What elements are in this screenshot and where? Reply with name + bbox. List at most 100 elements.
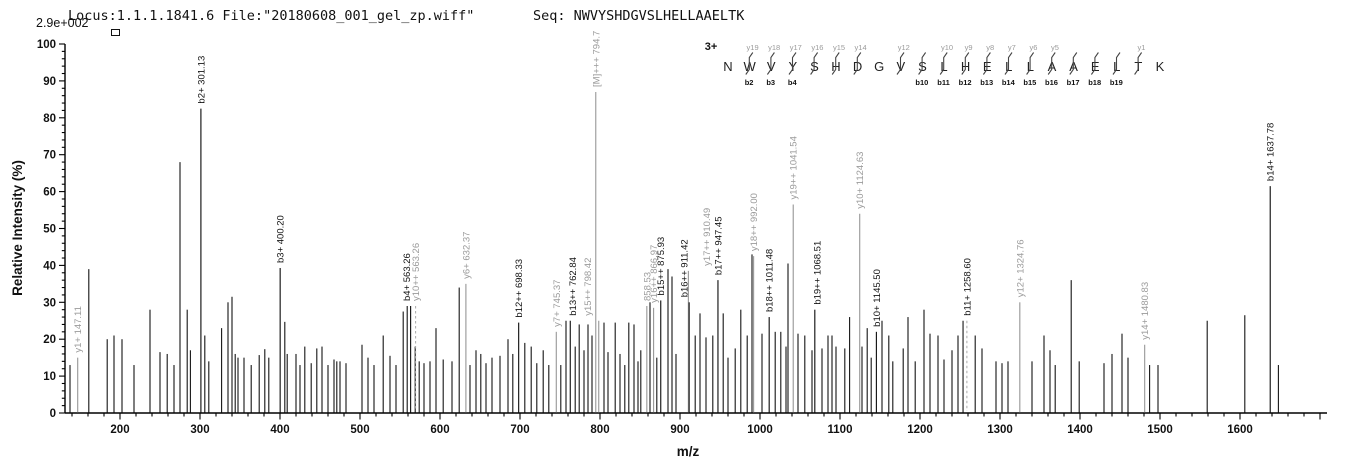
y-tick-label: 10 bbox=[43, 371, 56, 383]
cleavage-mark bbox=[1047, 52, 1056, 75]
cleavage-mark bbox=[810, 52, 819, 75]
locus-file-label: Locus:1.1.1.1841.6 File:"20180608_001_ge… bbox=[68, 8, 475, 24]
peak-label: b10+ 1145.50 bbox=[872, 269, 883, 327]
x-tick-label: 600 bbox=[430, 424, 449, 436]
y-ion-ladder-label: y10 bbox=[941, 43, 953, 52]
x-axis-title: m/z bbox=[677, 444, 700, 459]
precursor-charge-label: 3+ bbox=[705, 41, 718, 53]
y-ion-ladder-label: y1 bbox=[1137, 43, 1145, 52]
b-ion-ladder-label: b17 bbox=[1067, 78, 1080, 87]
y-tick-label: 100 bbox=[37, 39, 56, 51]
y-ion-ladder-label: y15 bbox=[833, 43, 845, 52]
y-ion-ladder-label: y12 bbox=[898, 43, 910, 52]
cleavage-mark bbox=[1004, 52, 1013, 75]
cleavage-mark bbox=[1134, 52, 1143, 75]
y-ion-ladder-label: y14 bbox=[855, 43, 867, 52]
y-tick-label: 20 bbox=[43, 334, 56, 346]
y-ion-ladder-label: y18 bbox=[768, 43, 780, 52]
peak-label: b17++ 947.45 bbox=[713, 217, 724, 276]
peak-label: y15++ 798.42 bbox=[583, 258, 594, 316]
peak-label: b12++ 698.33 bbox=[514, 259, 525, 318]
cleavage-mark bbox=[766, 52, 775, 75]
peak-label: b11+ 1258.60 bbox=[962, 258, 973, 316]
x-tick-label: 200 bbox=[110, 424, 129, 436]
cleavage-mark bbox=[961, 52, 970, 75]
peak-label: b19++ 1068.51 bbox=[812, 241, 823, 305]
y-tick-label: 0 bbox=[50, 408, 56, 420]
cleavage-mark bbox=[831, 52, 840, 75]
cleavage-mark bbox=[918, 52, 927, 75]
x-tick-label: 300 bbox=[190, 424, 209, 436]
y-ion-ladder-label: y17 bbox=[790, 43, 802, 52]
x-tick-label: 800 bbox=[590, 424, 609, 436]
y-axis-title: Relative Intensity (%) bbox=[10, 160, 25, 296]
y-tick-label: 70 bbox=[43, 150, 56, 162]
b-ion-ladder-label: b16 bbox=[1045, 78, 1058, 87]
cleavage-mark bbox=[1069, 52, 1078, 75]
cleavage-mark bbox=[788, 52, 797, 75]
x-tick-label: 1100 bbox=[828, 424, 853, 436]
peak-label: b16++ 911.42 bbox=[680, 239, 691, 297]
y-tick-label: 40 bbox=[43, 260, 56, 272]
cleavage-mark bbox=[1090, 52, 1099, 75]
x-tick-label: 1300 bbox=[987, 424, 1013, 436]
y-tick-label: 50 bbox=[43, 224, 56, 236]
y-ion-ladder-label: y9 bbox=[965, 43, 973, 52]
axis-top-marker bbox=[111, 29, 120, 36]
peak-label: b13++ 762.84 bbox=[568, 257, 579, 316]
b-ion-ladder-label: b18 bbox=[1088, 78, 1101, 87]
max-intensity-label: 2.9e+002 bbox=[36, 16, 89, 30]
peak-label: b15++ 875.93 bbox=[656, 237, 667, 296]
peak-label: y10+ 1124.63 bbox=[855, 152, 866, 209]
cleavage-mark bbox=[896, 52, 905, 75]
peak-label: y18++ 992.00 bbox=[749, 193, 760, 251]
residue-letter: W bbox=[743, 59, 756, 74]
peak-label: y10++ 563.26 bbox=[411, 243, 422, 301]
x-tick-label: 500 bbox=[350, 424, 369, 436]
y-tick-label: 90 bbox=[43, 76, 56, 88]
x-tick-label: 400 bbox=[270, 424, 289, 436]
b-ion-ladder-label: b15 bbox=[1023, 78, 1036, 87]
x-tick-label: 1400 bbox=[1067, 424, 1093, 436]
b-ion-ladder-label: b14 bbox=[1002, 78, 1016, 87]
peak-label: [M]+++ 794.7 bbox=[591, 31, 602, 87]
cleavage-mark bbox=[1112, 52, 1121, 75]
peak-label: b3+ 400.20 bbox=[276, 215, 287, 263]
x-tick-label: 1600 bbox=[1227, 424, 1253, 436]
b-ion-ladder-label: b10 bbox=[915, 78, 928, 87]
y-ion-ladder-label: y7 bbox=[1008, 43, 1016, 52]
peak-label: b14+ 1637.78 bbox=[1266, 123, 1277, 181]
peak-label: y12+ 1324.76 bbox=[1015, 239, 1026, 297]
b-ion-ladder-label: b19 bbox=[1110, 78, 1123, 87]
peak-label: y17++ 910.49 bbox=[702, 208, 713, 266]
b-ion-ladder-label: b11 bbox=[937, 78, 950, 87]
b-ion-ladder-label: b2 bbox=[745, 78, 754, 87]
cleavage-mark bbox=[982, 52, 991, 75]
x-tick-label: 1000 bbox=[747, 424, 773, 436]
residue-letter: N bbox=[723, 59, 732, 74]
x-tick-label: 1500 bbox=[1147, 424, 1173, 436]
x-tick-label: 900 bbox=[670, 424, 689, 436]
sequence-label: Seq: NWVYSHDGVSLHELLAAELTK bbox=[533, 8, 745, 24]
residue-letter: G bbox=[874, 59, 884, 74]
x-tick-label: 700 bbox=[510, 424, 529, 436]
cleavage-mark bbox=[1026, 52, 1035, 75]
peak-label: b4+ 563.26 bbox=[402, 253, 413, 301]
peak-label: b18++ 1011.48 bbox=[765, 249, 776, 312]
y-ion-ladder-label: y19 bbox=[747, 43, 759, 52]
b-ion-ladder-label: b12 bbox=[959, 78, 972, 87]
cleavage-mark bbox=[853, 52, 862, 75]
peak-label: y1+ 147.11 bbox=[73, 306, 84, 353]
peak-label: y16++ 866.97 bbox=[649, 245, 660, 303]
y-tick-label: 30 bbox=[43, 297, 56, 309]
cleavage-mark bbox=[745, 52, 754, 75]
b-ion-ladder-label: b4 bbox=[788, 78, 798, 87]
cleavage-mark bbox=[939, 52, 948, 75]
x-tick-label: 1200 bbox=[907, 424, 933, 436]
y-tick-label: 80 bbox=[43, 113, 56, 125]
y-tick-label: 60 bbox=[43, 187, 56, 199]
peak-label: b2+ 301.13 bbox=[196, 56, 207, 104]
b-ion-ladder-label: b13 bbox=[980, 78, 993, 87]
peak-label: y7+ 745.37 bbox=[552, 280, 563, 327]
